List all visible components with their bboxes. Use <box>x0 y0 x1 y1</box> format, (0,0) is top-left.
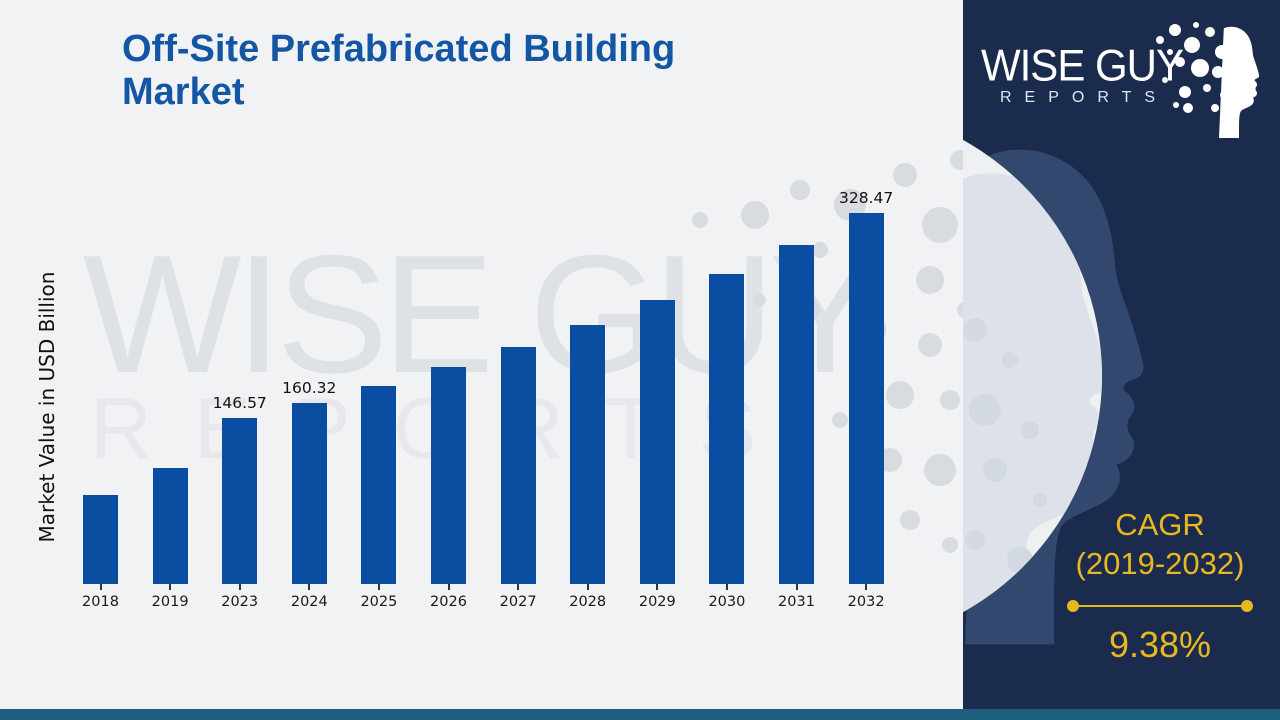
x-tick-label-2030: 2030 <box>708 594 746 610</box>
brand-subword: REPORTS <box>1000 89 1169 106</box>
x-axis-tick-2024 <box>308 584 311 590</box>
bar-2029 <box>639 300 675 584</box>
x-tick-label-2031: 2031 <box>778 594 815 610</box>
x-axis-tick-2031 <box>795 584 798 590</box>
x-axis-tick-2023 <box>238 584 241 590</box>
bar-2019 <box>152 468 188 584</box>
cagr-period: (2019-2032) <box>1075 545 1245 581</box>
x-tick-label-2028: 2028 <box>569 594 607 610</box>
x-axis-tick-2025 <box>377 584 380 590</box>
cagr-divider <box>1067 599 1253 612</box>
page-title: Off-Site Prefabricated Building Market <box>122 28 676 113</box>
x-axis-tick-2018 <box>99 584 102 590</box>
bar-2026 <box>431 367 466 584</box>
cagr-block: CAGR (2019-2032) 9.38% <box>1045 506 1275 666</box>
bar-2028 <box>570 325 606 584</box>
x-axis-tick-2019 <box>169 584 172 590</box>
bar-value-label-2032: 328.47 <box>838 189 894 207</box>
x-tick-label-2026: 2026 <box>430 594 467 610</box>
bar-2031 <box>779 245 814 584</box>
bar-2024 <box>291 403 327 584</box>
bar-2032 <box>848 213 884 584</box>
x-axis-tick-2028 <box>586 584 589 590</box>
bottom-strip <box>0 709 1280 720</box>
circle-dots-pattern <box>963 318 1047 573</box>
bar-2027 <box>500 347 536 584</box>
x-axis-tick-2027 <box>517 584 520 590</box>
brand-wordmark: WISE GUY <box>981 40 1184 91</box>
x-axis-tick-2032 <box>865 584 868 590</box>
cagr-divider-dot-left <box>1067 599 1079 612</box>
cagr-divider-line <box>1076 604 1244 607</box>
panel-circle-group <box>963 139 1102 646</box>
x-tick-label-2029: 2029 <box>638 594 676 610</box>
cagr-divider-dot-right <box>1241 599 1253 612</box>
cagr-value: 9.38% <box>1108 623 1212 665</box>
x-tick-label-2019: 2019 <box>151 594 189 610</box>
x-axis-tick-2030 <box>725 584 728 590</box>
bar-2023 <box>222 418 258 584</box>
watermark-wordmark: WISE GUY <box>83 220 878 408</box>
x-tick-label-2032: 2032 <box>847 594 885 610</box>
bar-value-label-2023: 146.57 <box>212 394 267 412</box>
x-axis-tick-2029 <box>656 584 659 590</box>
x-tick-label-2027: 2027 <box>499 594 537 610</box>
bar-2025 <box>361 386 397 584</box>
bar-2030 <box>709 274 745 584</box>
x-tick-label-2023: 2023 <box>221 594 259 610</box>
x-tick-label-2018: 2018 <box>82 594 119 610</box>
cagr-heading: CAGR <box>1115 507 1205 542</box>
x-tick-label-2025: 2025 <box>360 594 398 610</box>
x-axis-tick-2026 <box>447 584 450 590</box>
bar-2018 <box>83 495 118 584</box>
x-tick-label-2024: 2024 <box>290 594 328 610</box>
bar-value-label-2024: 160.32 <box>282 379 337 397</box>
y-axis-label: Market Value in USD Billion <box>35 271 59 543</box>
